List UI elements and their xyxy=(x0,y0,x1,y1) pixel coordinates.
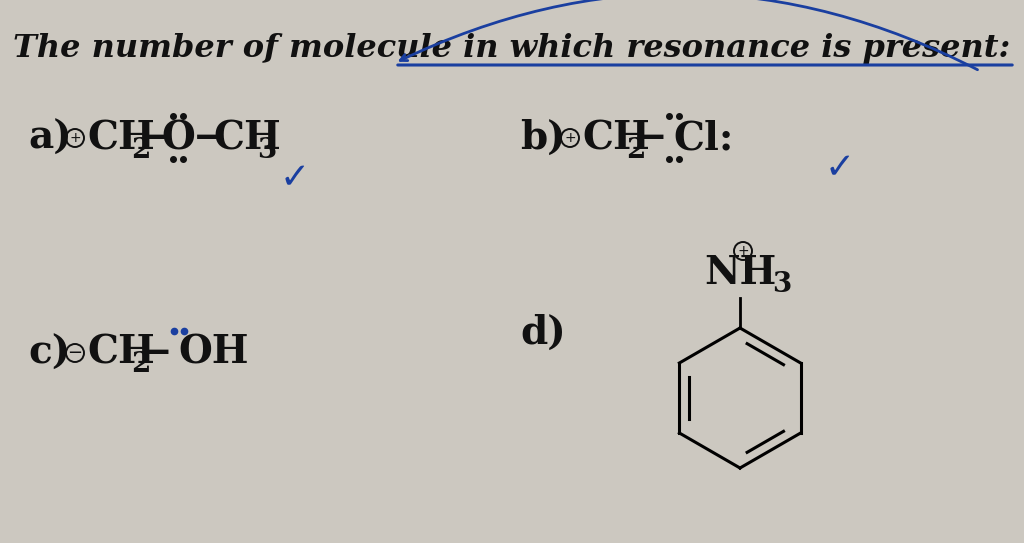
Text: OH: OH xyxy=(178,334,249,372)
Text: 3: 3 xyxy=(772,272,792,299)
Text: +: + xyxy=(564,131,575,145)
Text: d): d) xyxy=(520,314,565,352)
Text: −: − xyxy=(140,119,173,157)
Text: CH: CH xyxy=(87,119,155,157)
Text: NH: NH xyxy=(703,254,776,292)
Text: 3: 3 xyxy=(257,136,276,163)
Text: The number of molecule in which resonance is present:: The number of molecule in which resonanc… xyxy=(13,33,1011,64)
Text: b): b) xyxy=(520,119,565,157)
Text: −: − xyxy=(68,344,83,362)
Text: O: O xyxy=(161,119,195,157)
Text: Cl:: Cl: xyxy=(673,119,733,157)
Text: CH: CH xyxy=(582,119,650,157)
Text: 2: 2 xyxy=(131,351,151,378)
Text: ✓: ✓ xyxy=(280,161,310,195)
Text: −: − xyxy=(635,119,668,157)
Text: −: − xyxy=(193,119,225,157)
Text: 2: 2 xyxy=(131,136,151,163)
Text: ✓: ✓ xyxy=(825,151,855,185)
Text: −: − xyxy=(140,334,173,372)
Text: +: + xyxy=(70,131,81,145)
Text: +: + xyxy=(737,244,749,258)
Text: a): a) xyxy=(28,119,72,157)
Text: CH: CH xyxy=(213,119,281,157)
Text: c): c) xyxy=(28,334,71,372)
Text: 2: 2 xyxy=(626,136,645,163)
Text: CH: CH xyxy=(87,334,155,372)
